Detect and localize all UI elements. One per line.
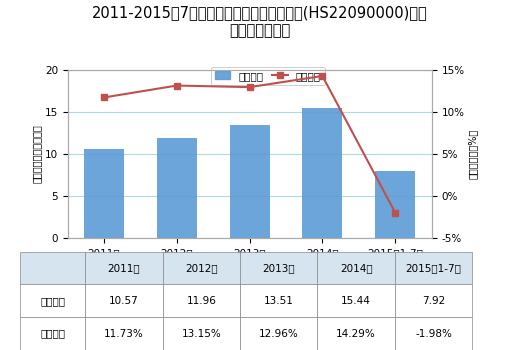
Text: 同比增长: 同比增长 [41, 329, 66, 338]
Bar [395, 252, 472, 284]
Bar [84, 149, 124, 238]
Y-axis label: 出口金额（百万美元）: 出口金额（百万美元） [32, 125, 42, 183]
Bar [317, 317, 395, 350]
Bar [163, 284, 240, 317]
Text: 11.73%: 11.73% [104, 329, 144, 338]
Bar [395, 317, 472, 350]
Text: 11.96: 11.96 [186, 296, 216, 306]
Bar [230, 125, 270, 238]
Text: -1.98%: -1.98% [415, 329, 452, 338]
Text: 15.44: 15.44 [341, 296, 371, 306]
Text: 2012年: 2012年 [185, 263, 218, 273]
Text: 2015年1-7月: 2015年1-7月 [406, 263, 461, 273]
Text: 12.96%: 12.96% [259, 329, 298, 338]
Bar [240, 317, 317, 350]
Bar [240, 252, 317, 284]
Bar [85, 252, 163, 284]
Bar [240, 284, 317, 317]
Bar [317, 284, 395, 317]
Bar [395, 284, 472, 317]
Bar [85, 317, 163, 350]
Y-axis label: 同比增长率（%）: 同比增长率（%） [467, 129, 477, 179]
Bar [20, 284, 85, 317]
Bar [20, 252, 85, 284]
Bar [317, 252, 395, 284]
Text: 2014年: 2014年 [340, 263, 372, 273]
Bar [303, 108, 343, 238]
Bar [375, 172, 415, 238]
Text: 10.57: 10.57 [109, 296, 139, 306]
Text: 13.51: 13.51 [264, 296, 294, 306]
Legend: 出口金额, 同比增长: 出口金额, 同比增长 [211, 67, 325, 85]
Bar [20, 317, 85, 350]
Text: 总额及增速统计: 总额及增速统计 [229, 23, 291, 38]
Bar [163, 317, 240, 350]
Bar [85, 284, 163, 317]
Text: 7.92: 7.92 [422, 296, 445, 306]
Text: 2011年: 2011年 [108, 263, 140, 273]
Text: 14.29%: 14.29% [336, 329, 376, 338]
Bar [157, 138, 197, 238]
Bar [163, 252, 240, 284]
Text: 13.15%: 13.15% [181, 329, 221, 338]
Text: 2011-2015年7月醋及用醋酸制得的醋代用品(HS22090000)出口: 2011-2015年7月醋及用醋酸制得的醋代用品(HS22090000)出口 [92, 5, 428, 20]
Text: 出口金额: 出口金额 [41, 296, 66, 306]
Text: 2013年: 2013年 [263, 263, 295, 273]
